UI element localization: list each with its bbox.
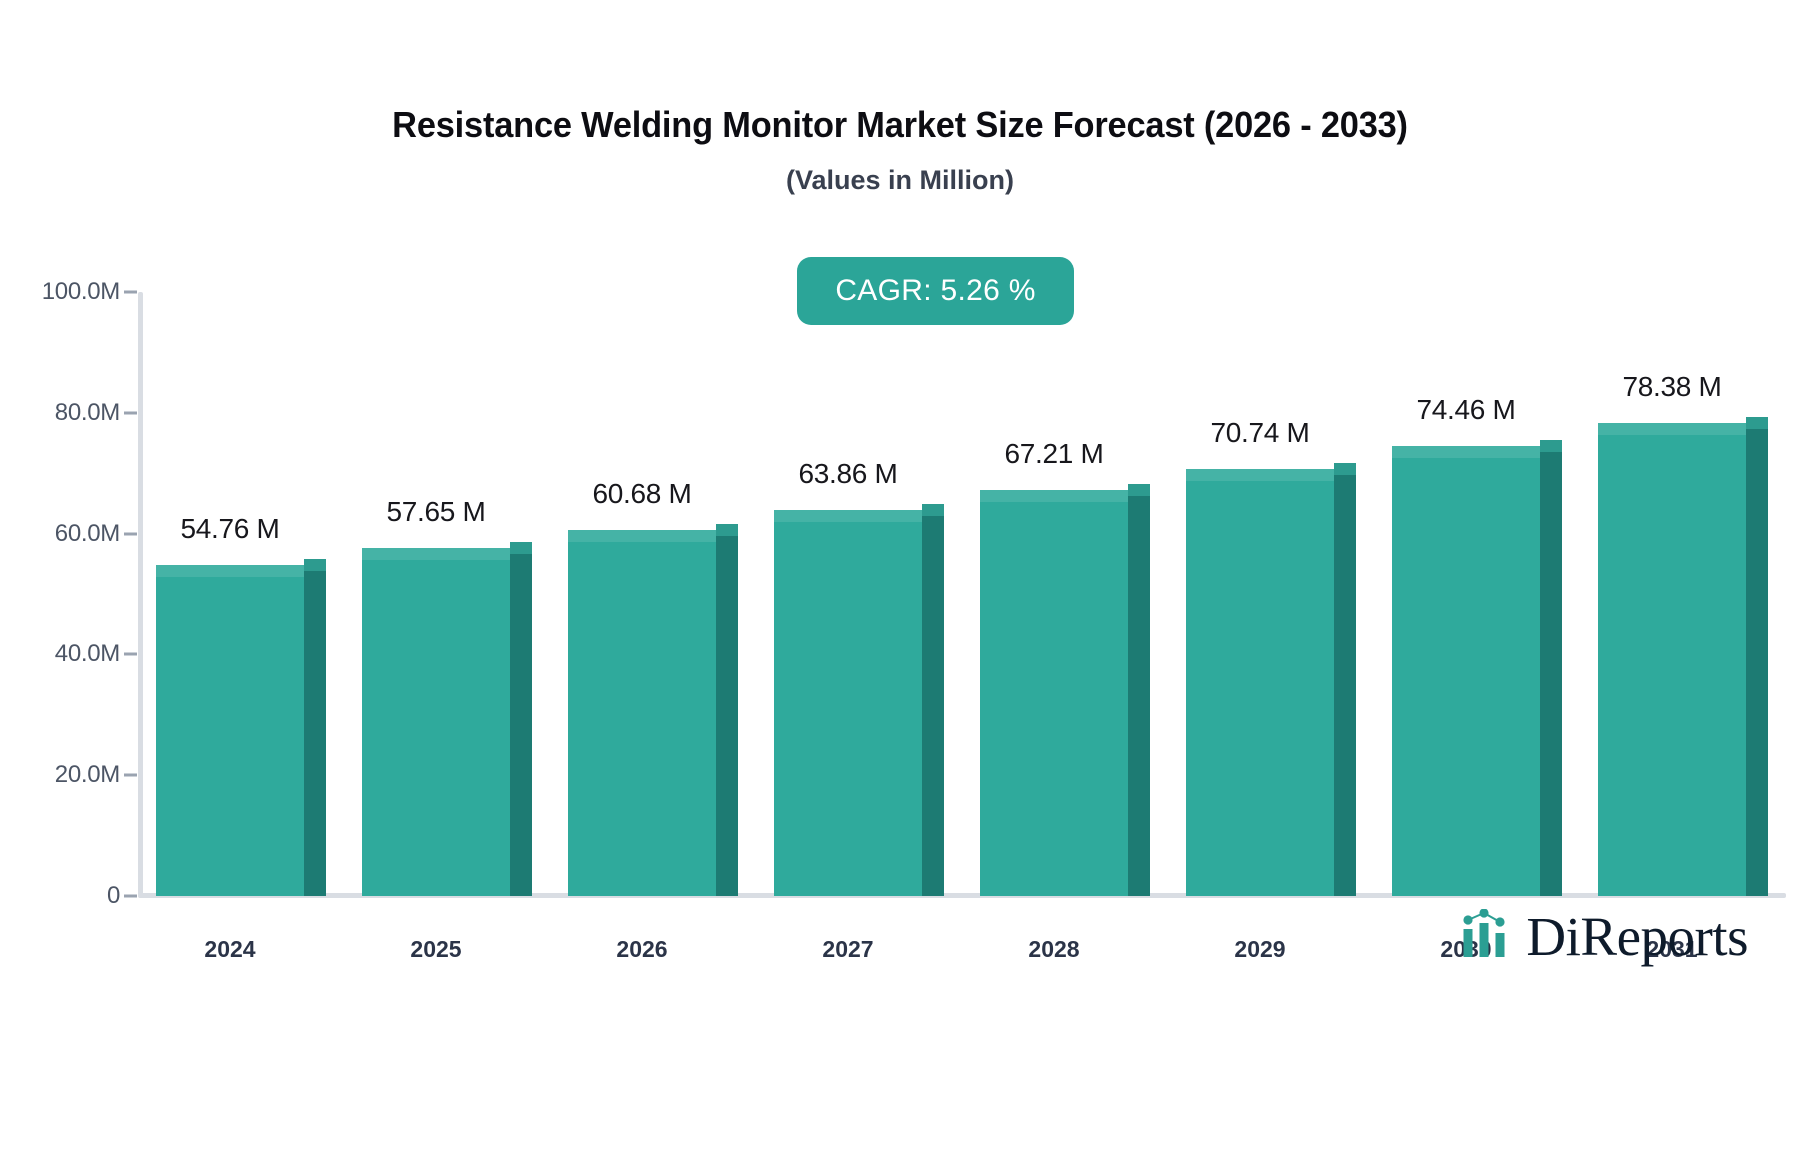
y-axis-tick-mark bbox=[124, 894, 137, 898]
bar-top-bevel bbox=[922, 504, 944, 517]
bar-top-face bbox=[1186, 468, 1334, 481]
bar-column[interactable]: 60.68 M 2026 bbox=[568, 478, 738, 962]
bar-value-label: 67.21 M bbox=[1004, 438, 1104, 470]
y-axis-tick-mark bbox=[124, 773, 137, 777]
bar-value-label: 54.76 M bbox=[180, 513, 280, 545]
y-axis-tick-label: 60.0M bbox=[54, 519, 121, 547]
chart-header: Resistance Welding Monitor Market Size F… bbox=[0, 0, 1800, 196]
chart-subtitle: (Values in Million) bbox=[785, 165, 1015, 195]
bar-front-face bbox=[980, 490, 1128, 896]
bar-top-bevel bbox=[1746, 416, 1768, 429]
bar-front-face bbox=[156, 565, 304, 896]
bar-top-bevel bbox=[1128, 484, 1150, 497]
bar-side-face bbox=[1128, 496, 1150, 896]
bar-top-face bbox=[156, 565, 304, 578]
x-axis-tick-label: 2029 bbox=[1234, 936, 1286, 962]
bar-value-label: 63.86 M bbox=[798, 458, 898, 490]
bar-front-face bbox=[1598, 422, 1746, 896]
bar-value-label: 60.68 M bbox=[592, 477, 692, 509]
x-axis-tick-label: 2027 bbox=[822, 936, 874, 962]
bar-side-face bbox=[1334, 474, 1356, 896]
bar-column[interactable]: 54.76 M 2024 bbox=[156, 513, 326, 962]
bar-front-face bbox=[1392, 446, 1540, 896]
bar-side-face bbox=[304, 571, 326, 896]
bar-top-face bbox=[1392, 446, 1540, 459]
bar-column[interactable]: 78.38 M 2031 bbox=[1598, 371, 1768, 962]
bar-value-label: 57.65 M bbox=[386, 495, 486, 527]
bar-top-face bbox=[980, 490, 1128, 503]
bar-front-face bbox=[568, 529, 716, 896]
bar-side-face bbox=[1540, 452, 1562, 896]
bar-top-face bbox=[1598, 422, 1746, 435]
bar-top-bevel bbox=[1540, 440, 1562, 453]
bar-front-face bbox=[774, 510, 922, 896]
bar-side-face bbox=[1746, 428, 1768, 896]
bar-side-face bbox=[922, 516, 944, 896]
y-axis-tick-label: 0 bbox=[106, 882, 120, 909]
bar-top-face bbox=[362, 547, 510, 560]
y-axis-tick-mark bbox=[124, 411, 137, 415]
bar-value-label: 74.46 M bbox=[1416, 394, 1516, 426]
y-axis-tick-mark bbox=[124, 532, 137, 536]
bar-top-face bbox=[774, 510, 922, 523]
page-title: Resistance Welding Monitor Market Size F… bbox=[392, 104, 1408, 145]
y-axis-tick-label: 80.0M bbox=[54, 398, 121, 426]
bar-column[interactable]: 70.74 M 2029 bbox=[1186, 417, 1356, 962]
bar-side-face bbox=[510, 553, 532, 896]
cagr-badge: CAGR: 5.26 % bbox=[797, 257, 1074, 325]
brand-logo: DiReports bbox=[1461, 906, 1748, 967]
y-axis-tick-label: 100.0M bbox=[41, 278, 121, 305]
bar-front-face bbox=[362, 547, 510, 896]
bar-column[interactable]: 57.65 M 2025 bbox=[362, 496, 532, 962]
logo-wordmark: DiReports bbox=[1526, 906, 1748, 967]
x-axis-line bbox=[138, 893, 1786, 898]
y-axis-tick-mark bbox=[124, 652, 137, 656]
y-axis-tick-label: 40.0M bbox=[54, 640, 121, 668]
bar-column[interactable]: 67.21 M 2028 bbox=[980, 438, 1150, 962]
bar-top-bevel bbox=[304, 559, 326, 572]
y-axis-line bbox=[138, 292, 143, 896]
bar-top-bevel bbox=[716, 523, 738, 536]
x-axis-tick-label: 2026 bbox=[616, 936, 668, 962]
y-axis-tick-mark bbox=[124, 290, 137, 294]
x-axis-tick-label: 2025 bbox=[410, 936, 462, 962]
x-axis-tick-label: 2031 bbox=[1646, 936, 1698, 962]
bar-column[interactable]: 63.86 M 2027 bbox=[774, 458, 944, 962]
bar-column[interactable]: 74.46 M2030 bbox=[1392, 394, 1562, 962]
bar-top-bevel bbox=[1334, 462, 1356, 475]
bar-value-label: 78.38 M bbox=[1622, 370, 1722, 402]
x-axis-tick-label: 2028 bbox=[1028, 936, 1080, 962]
bar-side-face bbox=[716, 535, 738, 896]
y-axis-tick-label: 20.0M bbox=[54, 761, 121, 789]
bar-top-bevel bbox=[510, 541, 532, 554]
bar-chart-dots-icon bbox=[1461, 908, 1517, 964]
bars-layer: 54.76 M 2024 57.65 M 2025 60.68 M 2026 63.86 M… bbox=[138, 292, 1786, 962]
bar-front-face bbox=[1186, 468, 1334, 896]
bar-value-label: 70.74 M bbox=[1210, 416, 1310, 448]
bar-top-face bbox=[568, 529, 716, 542]
x-axis-tick-label: 2024 bbox=[204, 936, 256, 962]
